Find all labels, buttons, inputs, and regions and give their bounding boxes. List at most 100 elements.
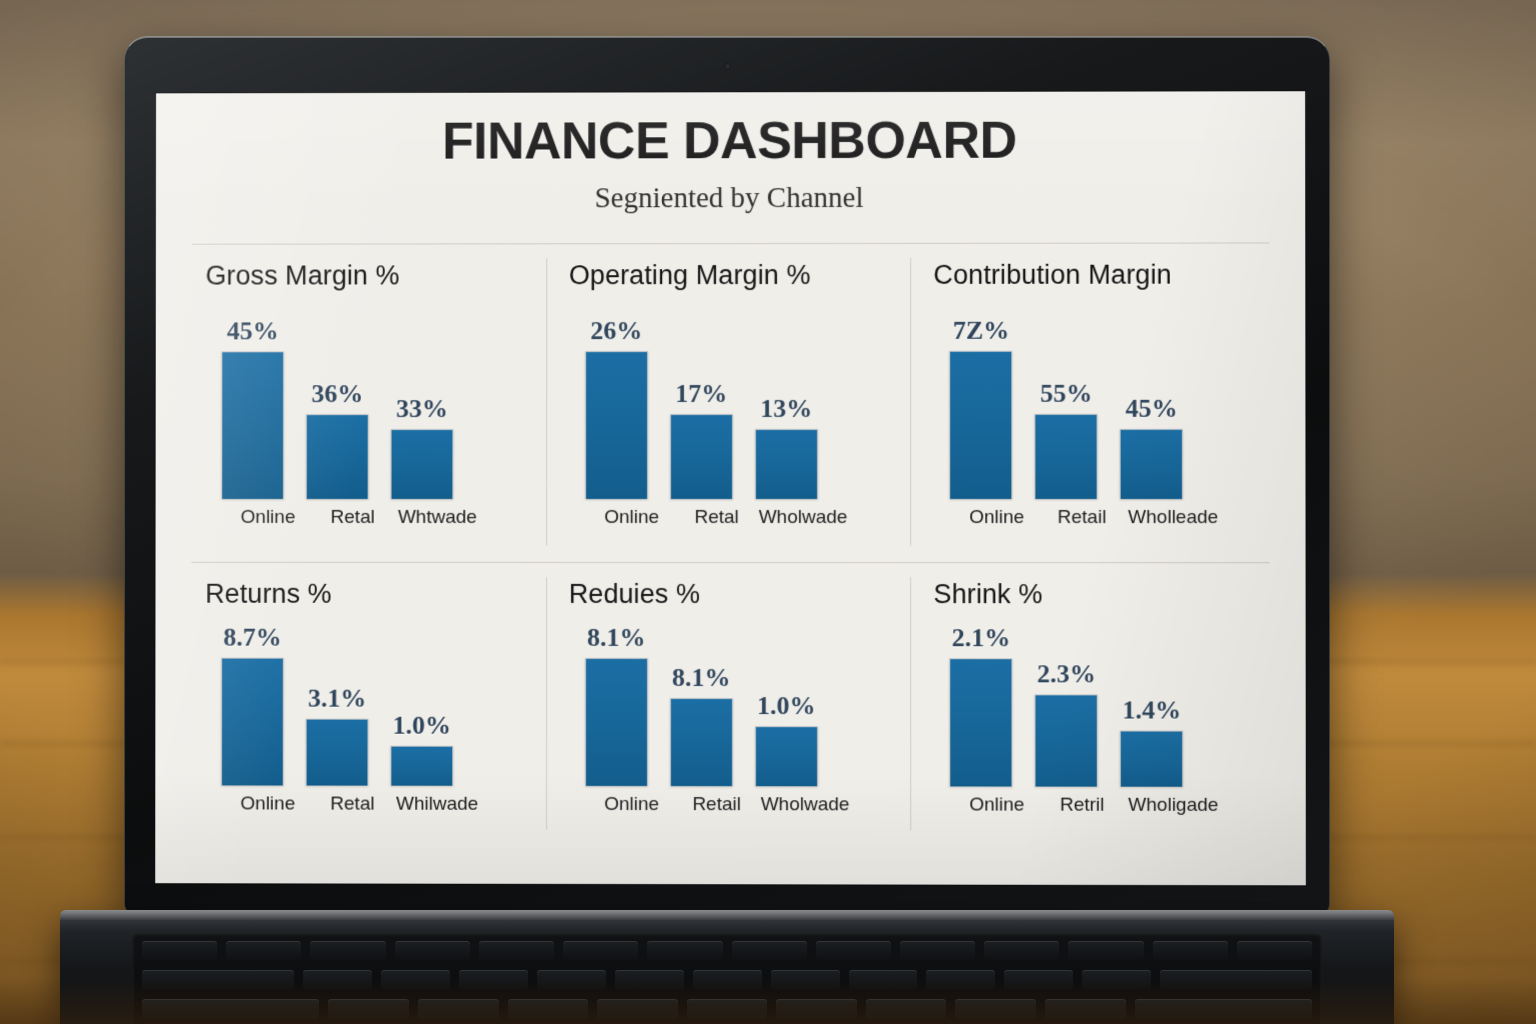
bar-column[interactable]: 8.7% <box>220 623 284 786</box>
panel-returns[interactable]: Returns % 8.7% 3.1% <box>183 563 547 846</box>
bar-chart: 7Z% 55% 45% <box>933 301 1273 530</box>
axis-label: Wholwade <box>760 794 850 816</box>
bar-column[interactable]: 8.1% <box>584 623 648 787</box>
bar-chart: 2.1% 2.3% 1.4% <box>934 620 1274 817</box>
key[interactable] <box>142 999 320 1019</box>
bar-value-label: 45% <box>1125 393 1178 423</box>
key[interactable] <box>770 970 840 990</box>
panel-contribution-margin[interactable]: Contribution Margin 7Z% 55% <box>911 244 1277 563</box>
keyboard-row <box>132 941 1322 961</box>
laptop: FINANCE DASHBOARD Segniented by Channel … <box>60 36 1394 1024</box>
bar[interactable] <box>1119 428 1184 500</box>
bar-column[interactable]: 45% <box>1119 393 1184 500</box>
bar-column[interactable]: 8.1% <box>669 663 733 787</box>
bar-column[interactable]: 2.1% <box>949 623 1013 787</box>
key[interactable] <box>142 970 294 990</box>
bar-column[interactable]: 13% <box>754 394 818 500</box>
bar-column[interactable]: 1.4% <box>1120 696 1184 787</box>
key[interactable] <box>1082 970 1152 990</box>
key[interactable] <box>458 970 528 990</box>
key[interactable] <box>1068 941 1144 961</box>
bar-column[interactable]: 1.0% <box>754 691 818 787</box>
key[interactable] <box>731 941 807 961</box>
key[interactable] <box>1236 941 1313 961</box>
key[interactable] <box>815 941 891 961</box>
panel-reduies[interactable]: Reduies % 8.1% 8.1% <box>547 563 912 847</box>
key[interactable] <box>507 999 589 1019</box>
bar[interactable] <box>390 745 454 786</box>
key[interactable] <box>380 970 450 990</box>
bar-column[interactable]: 1.0% <box>390 710 454 786</box>
bar-column[interactable]: 33% <box>390 394 454 500</box>
bar-group: 7Z% 55% 45% <box>949 316 1184 500</box>
panel-operating-margin[interactable]: Operating Margin % 26% 17% <box>547 244 912 562</box>
bar[interactable] <box>390 429 454 500</box>
keyboard[interactable] <box>132 932 1322 1024</box>
key[interactable] <box>926 970 996 990</box>
axis-label: Online <box>240 793 296 815</box>
bar-column[interactable]: 17% <box>669 379 733 500</box>
bar[interactable] <box>949 350 1013 500</box>
bar[interactable] <box>221 351 285 500</box>
key[interactable] <box>614 970 684 990</box>
bar[interactable] <box>305 718 369 786</box>
bar-group: 8.1% 8.1% 1.0% <box>584 623 818 787</box>
bar-column[interactable]: 7Z% <box>949 316 1013 500</box>
key[interactable] <box>536 970 606 990</box>
bar-column[interactable]: 26% <box>584 316 648 500</box>
key[interactable] <box>142 941 218 961</box>
key[interactable] <box>1134 999 1312 1019</box>
key[interactable] <box>328 999 409 1019</box>
key[interactable] <box>563 941 639 961</box>
axis-label: Wholleade <box>1128 507 1219 529</box>
key[interactable] <box>302 970 372 990</box>
key[interactable] <box>848 970 918 990</box>
key[interactable] <box>984 941 1060 961</box>
bar[interactable] <box>669 698 733 787</box>
panel-gross-margin[interactable]: Gross Margin % 45% 36% <box>183 244 547 562</box>
key[interactable] <box>394 941 470 961</box>
bar-group: 26% 17% 13% <box>584 316 818 500</box>
axis-label: Retail <box>692 794 741 816</box>
bar-value-label: 1.0% <box>392 710 452 740</box>
bar[interactable] <box>1120 730 1184 787</box>
key[interactable] <box>647 941 723 961</box>
bar-column[interactable]: 36% <box>305 379 369 500</box>
bar-column[interactable]: 2.3% <box>1034 659 1099 787</box>
key[interactable] <box>865 999 947 1019</box>
bar-value-label: 36% <box>311 379 364 409</box>
key[interactable] <box>1152 941 1228 961</box>
bar-column[interactable]: 55% <box>1034 379 1098 500</box>
key[interactable] <box>226 941 302 961</box>
panel-shrink[interactable]: Shrink % 2.1% 2.3% <box>912 563 1278 847</box>
bar-column[interactable]: 3.1% <box>305 684 369 786</box>
key[interactable] <box>478 941 555 961</box>
bar-column[interactable]: 45% <box>221 317 285 500</box>
key[interactable] <box>692 970 762 990</box>
key[interactable] <box>417 999 499 1019</box>
bar[interactable] <box>754 429 818 500</box>
bar-chart: 8.7% 3.1% 1.0% <box>205 620 543 816</box>
bar[interactable] <box>949 658 1013 787</box>
bar[interactable] <box>584 351 648 500</box>
key[interactable] <box>955 999 1037 1019</box>
axis-label: Retril <box>1059 794 1105 816</box>
bar[interactable] <box>1034 413 1098 500</box>
bar[interactable] <box>584 658 648 787</box>
key[interactable] <box>1004 970 1074 990</box>
key[interactable] <box>686 999 768 1019</box>
bar-chart: 45% 36% 33% <box>205 301 543 529</box>
key[interactable] <box>597 999 678 1019</box>
key[interactable] <box>776 999 857 1019</box>
bar[interactable] <box>305 414 369 500</box>
key[interactable] <box>899 941 976 961</box>
bar[interactable] <box>1034 694 1099 787</box>
axis-label: Wholwade <box>758 507 848 529</box>
key[interactable] <box>310 941 386 961</box>
bar-value-label: 17% <box>675 379 728 409</box>
key[interactable] <box>1045 999 1126 1019</box>
bar[interactable] <box>220 657 284 786</box>
bar[interactable] <box>669 414 733 500</box>
key[interactable] <box>1160 970 1313 990</box>
bar[interactable] <box>754 726 818 787</box>
